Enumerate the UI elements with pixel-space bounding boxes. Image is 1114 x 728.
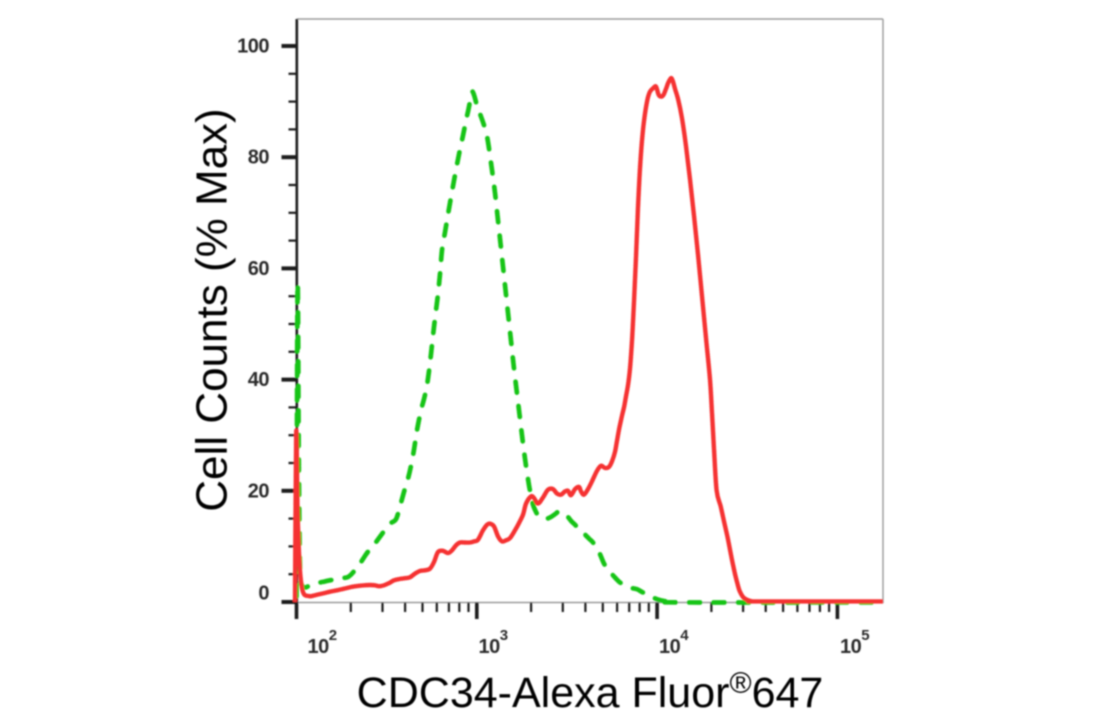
svg-text:20: 20 [248, 480, 270, 502]
svg-text:Cell Counts (% Max): Cell Counts (% Max) [188, 108, 237, 511]
svg-text:100: 100 [237, 36, 269, 58]
svg-text:0: 0 [258, 583, 269, 605]
svg-text:40: 40 [248, 369, 270, 391]
svg-text:80: 80 [248, 147, 270, 169]
svg-text:CDC34-Alexa Fluor®647: CDC34-Alexa Fluor®647 [357, 667, 824, 717]
svg-text:60: 60 [248, 258, 270, 280]
